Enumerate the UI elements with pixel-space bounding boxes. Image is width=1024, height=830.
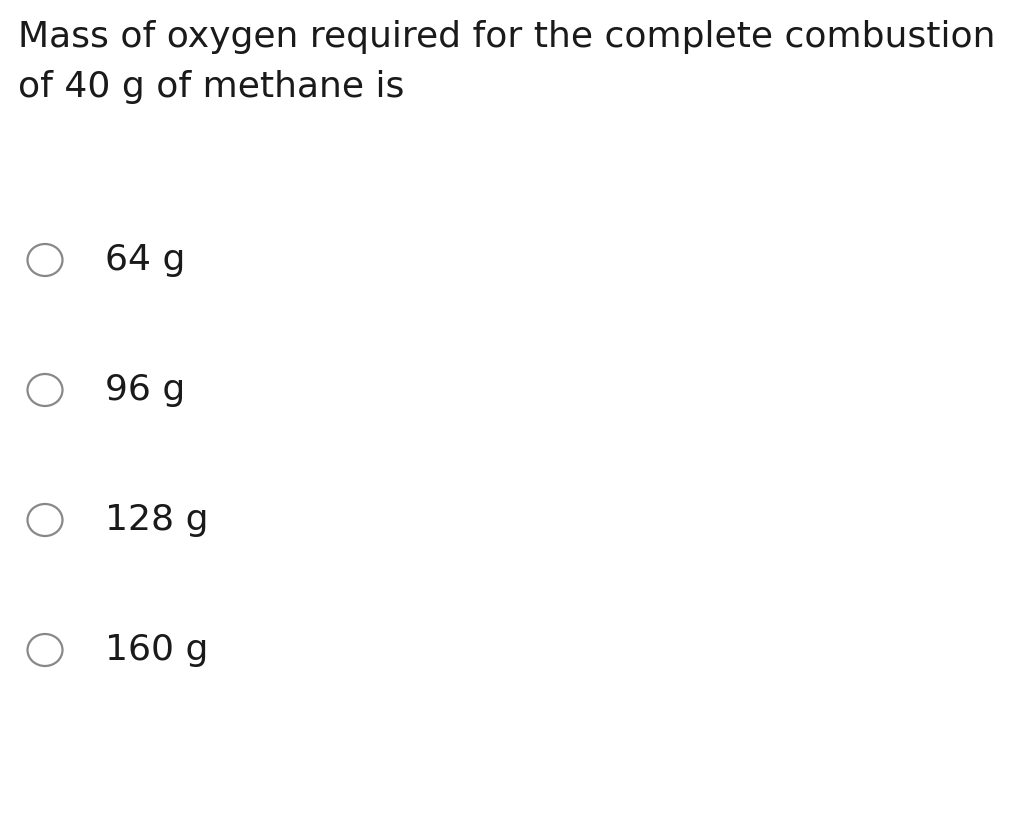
Text: of 40 g of methane is: of 40 g of methane is — [18, 70, 404, 104]
Text: 128 g: 128 g — [105, 503, 209, 537]
Text: 160 g: 160 g — [105, 633, 208, 667]
Text: Mass of oxygen required for the complete combustion: Mass of oxygen required for the complete… — [18, 20, 995, 54]
Text: 96 g: 96 g — [105, 373, 185, 407]
Text: 64 g: 64 g — [105, 243, 185, 277]
